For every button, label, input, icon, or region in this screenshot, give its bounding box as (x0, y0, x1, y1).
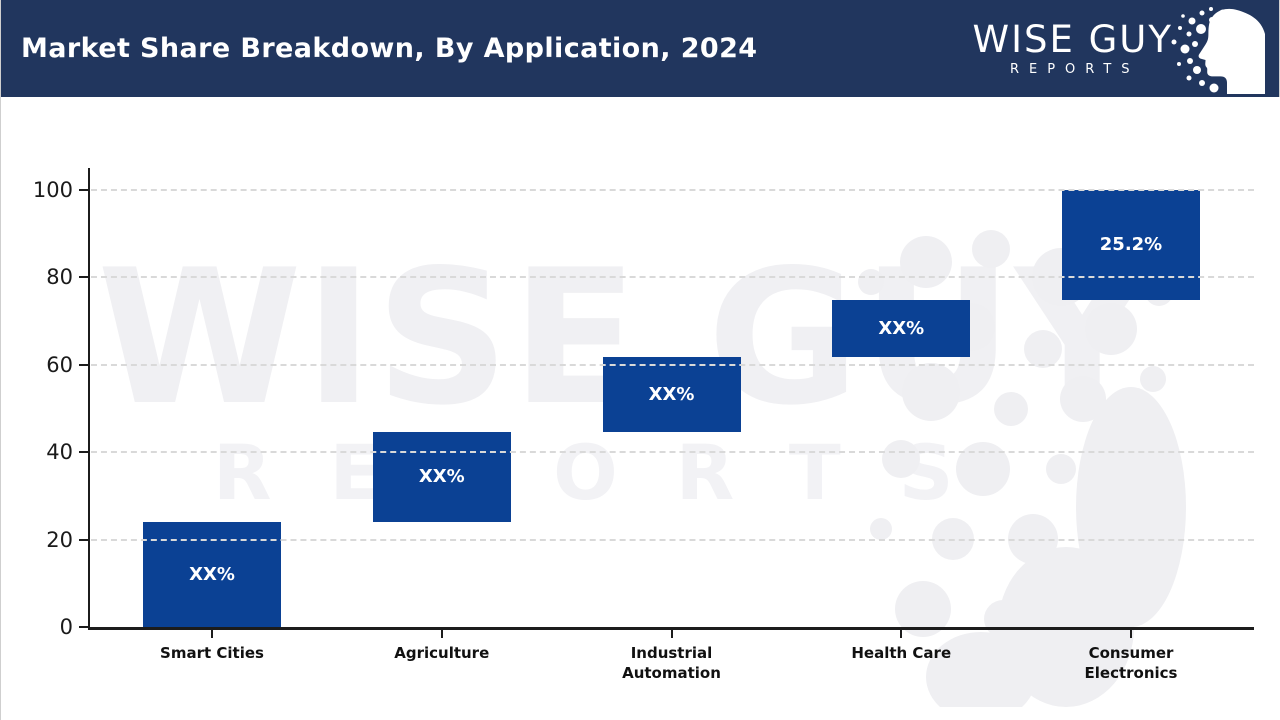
wiseguy-logo: WISE GUY REPORTS (973, 4, 1271, 94)
logo-head-icon (1171, 6, 1265, 94)
y-tick (79, 188, 88, 191)
gridline-20 (91, 538, 1254, 541)
x-axis-label-industrial-automation: Industrial Automation (622, 644, 721, 682)
gridline-80 (91, 276, 1254, 278)
plot: XX% Smart Cities XX% Agriculture XX% Industri… (1, 97, 1280, 720)
bar-value-label: XX% (189, 564, 235, 585)
y-axis-line (88, 167, 90, 630)
gridline-60 (91, 363, 1254, 366)
x-axis-label-smart-cities: Smart Cities (160, 644, 264, 662)
x-tick (900, 630, 903, 638)
y-tick (79, 363, 88, 366)
y-axis-label-100: 100 (32, 177, 73, 202)
x-axis-label-health-care: Health Care (851, 644, 952, 662)
logo-subtext: REPORTS (1009, 61, 1140, 77)
x-axis-line (88, 627, 1254, 630)
bar-value-label: XX% (878, 317, 925, 339)
x-tick (211, 630, 213, 638)
y-axis-label-60: 60 (46, 352, 73, 377)
header-bar: Market Share Breakdown, By Application, … (1, 0, 1279, 97)
gridline-40 (91, 451, 1254, 453)
y-tick (79, 451, 88, 453)
y-axis-label-0: 0 (59, 615, 73, 639)
page-title: Market Share Breakdown, By Application, … (21, 33, 758, 64)
bar-agriculture: XX% (372, 431, 511, 522)
chart-area: WISE GUY REPORTS XX% Smart Cities X (1, 97, 1280, 720)
bar-value-label: XX% (418, 466, 465, 488)
y-tick (79, 538, 88, 541)
logo-wordmark: WISE GUY (972, 17, 1173, 61)
x-axis-label-agriculture: Agriculture (394, 644, 490, 662)
y-axis-label-80: 80 (46, 265, 73, 289)
bar-health-care: XX% (832, 299, 971, 357)
bar-value-label: XX% (648, 383, 695, 405)
y-tick (79, 276, 88, 278)
bar-value-label: 25.2% (1099, 234, 1163, 256)
gridline-100 (91, 188, 1254, 191)
x-tick (670, 630, 673, 638)
bar-consumer-electronics: 25.2% (1062, 189, 1200, 300)
x-axis-label-consumer-electronics: Consumer Electronics (1084, 644, 1178, 682)
watermark-subtext: REPORTS (213, 428, 1012, 517)
y-tick (79, 626, 88, 628)
bar-industrial-automation: XX% (602, 356, 741, 432)
logo-text: WISE GUY REPORTS (973, 21, 1173, 77)
x-tick (1130, 630, 1132, 638)
y-axis-label-40: 40 (46, 440, 73, 464)
x-tick (440, 630, 443, 638)
y-axis-label-20: 20 (46, 527, 73, 552)
